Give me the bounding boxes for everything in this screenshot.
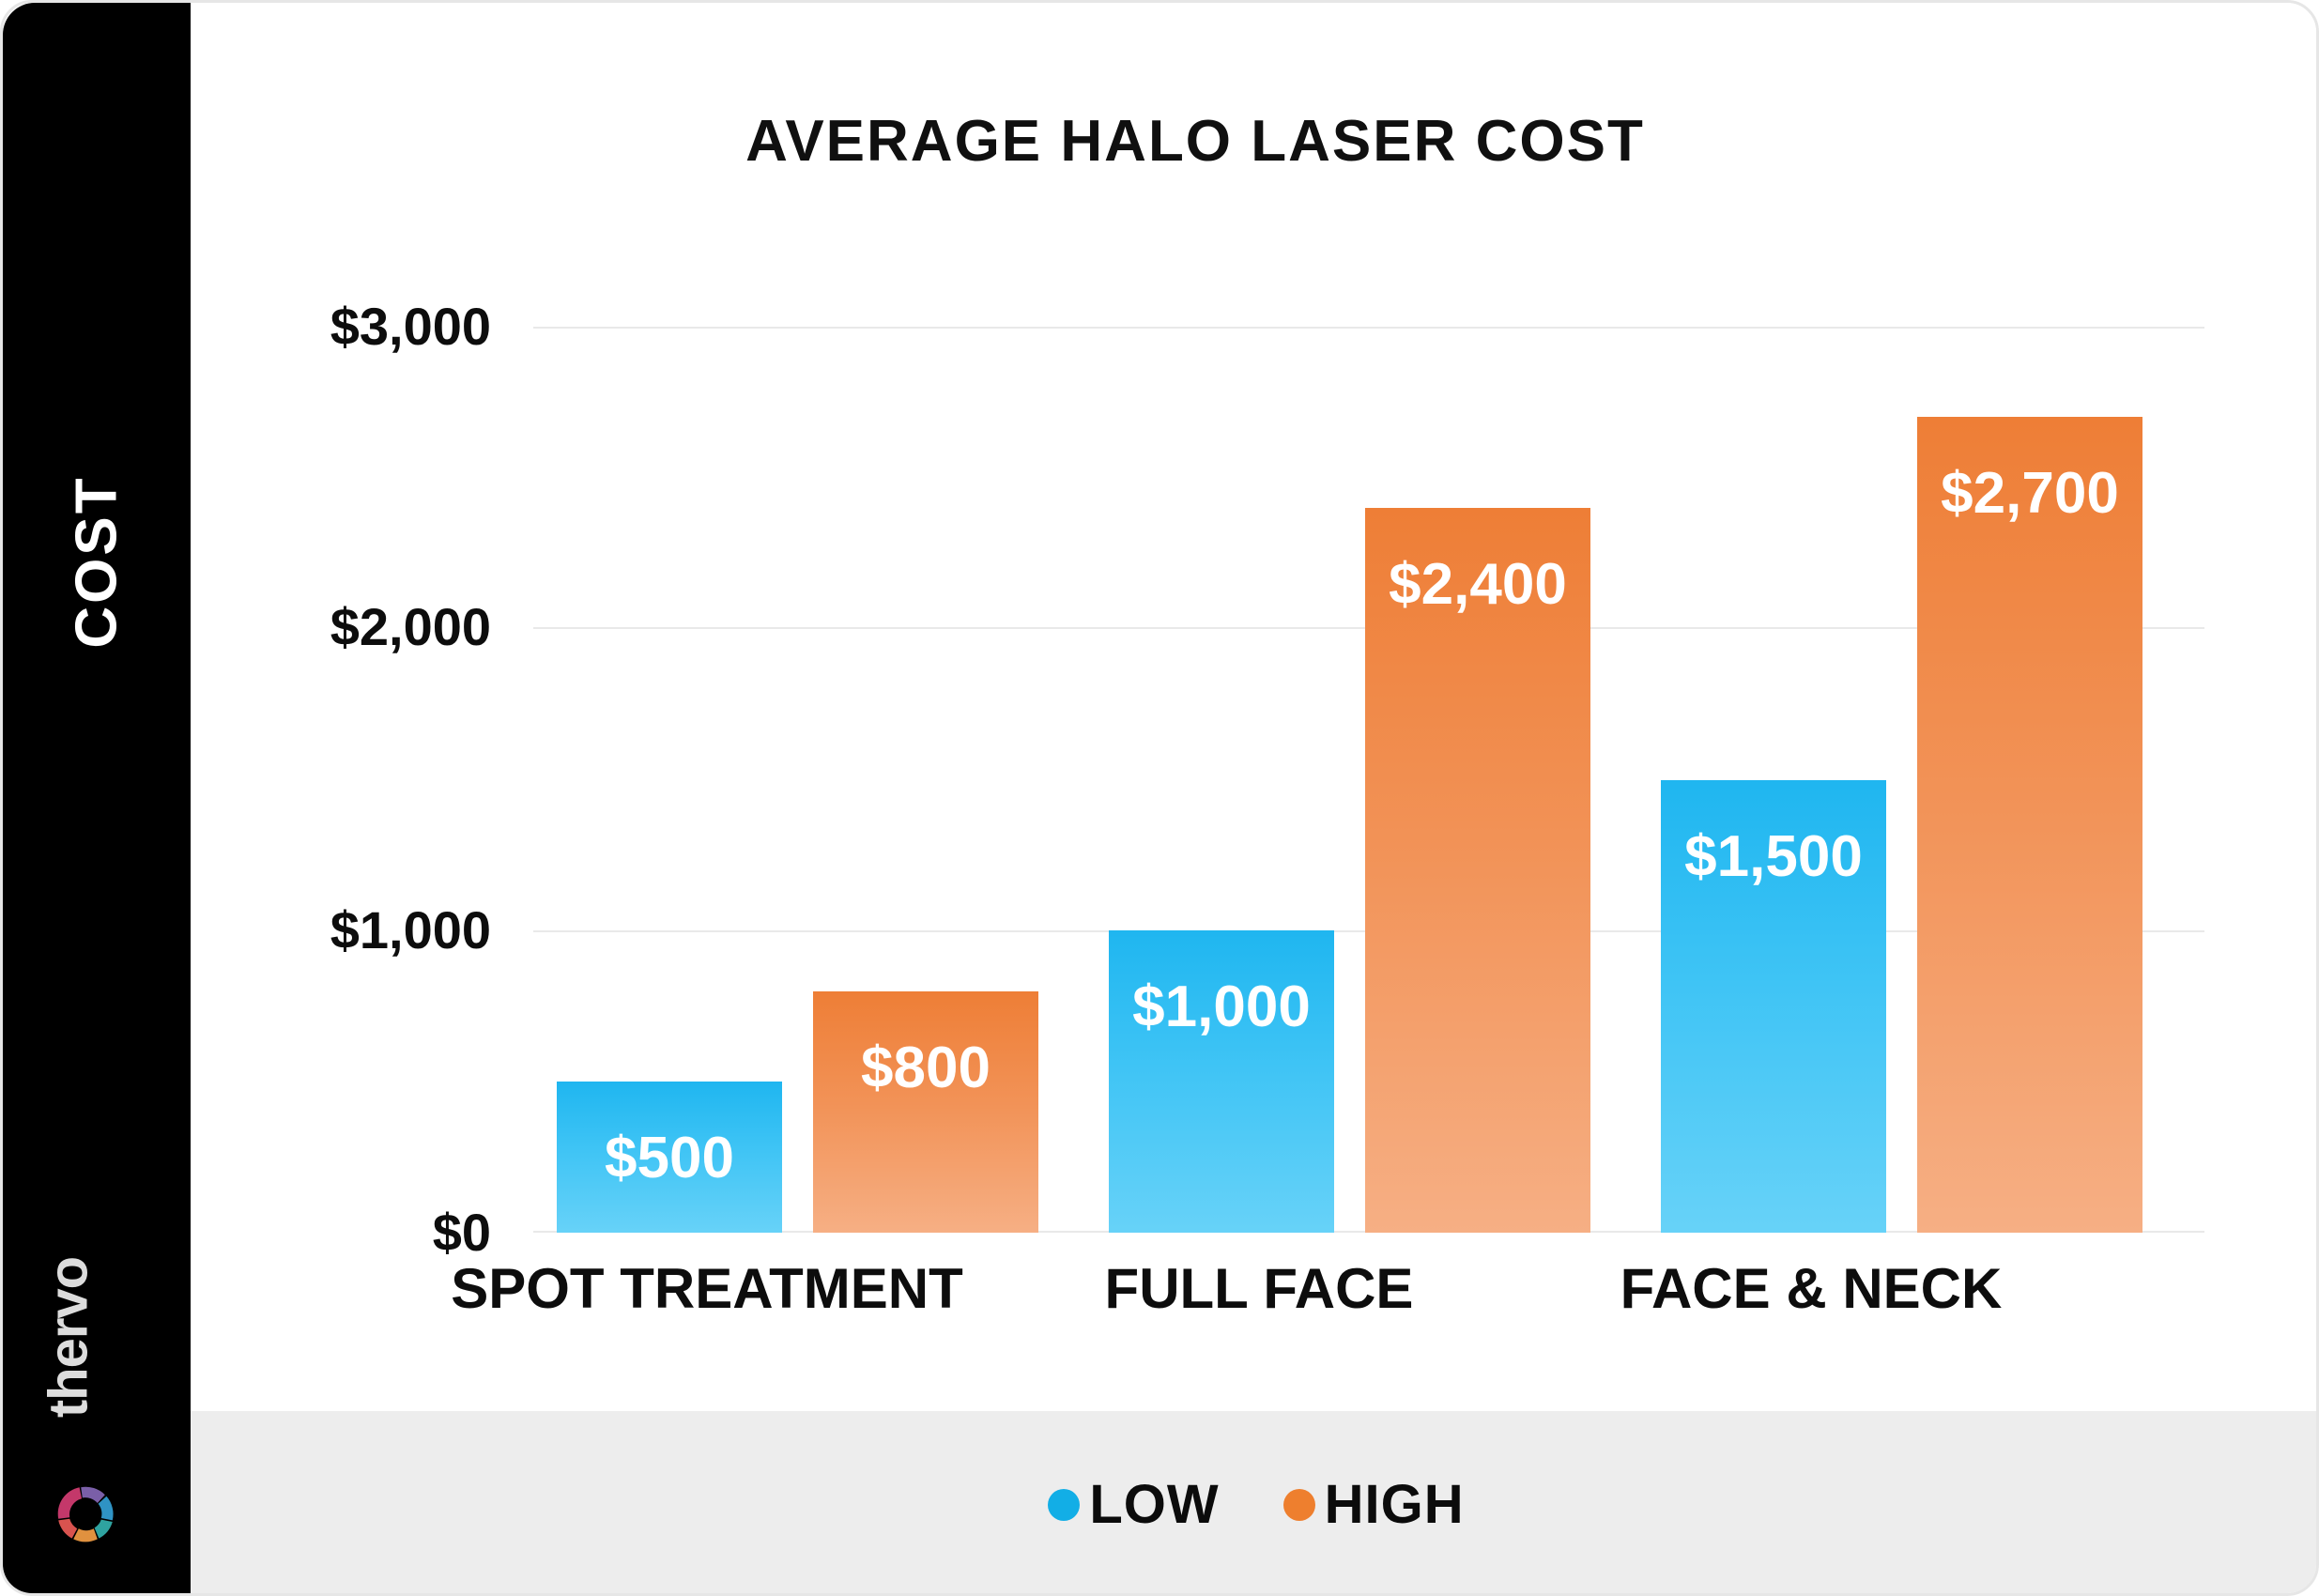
chart-panel: AVERAGE HALO LASER COST $3,000 $2,000 $1… <box>191 3 2316 1411</box>
bar-spot-treatment-high[interactable]: $800 <box>813 991 1038 1233</box>
bar-value-label: $2,400 <box>1389 552 1567 617</box>
bar-full-face-high[interactable]: $2,400 <box>1365 508 1590 1233</box>
plot-area: $500 $800 $1,000 $2,400 $1,500 $2,700 <box>533 327 2204 1233</box>
bar-full-face-low[interactable]: $1,000 <box>1109 930 1334 1233</box>
category-label-spot-treatment: SPOT TREATMENT <box>451 1257 963 1320</box>
legend-dot-icon <box>1048 1489 1081 1521</box>
category-label-face-neck: FACE & NECK <box>1620 1257 2003 1320</box>
bar-value-label: $1,000 <box>1132 974 1311 1039</box>
y-tick-label-1000: $1,000 <box>330 900 491 959</box>
bar-face-neck-high[interactable]: $2,700 <box>1917 417 2142 1233</box>
sidebar: COST thervo <box>3 3 191 1593</box>
legend: LOW HIGH <box>191 1411 2316 1593</box>
aperture-icon <box>48 1477 123 1552</box>
brand-name: thervo <box>38 1256 100 1419</box>
y-tick-label-2000: $2,000 <box>330 597 491 656</box>
y-axis-title: COST <box>64 475 130 649</box>
category-label-full-face: FULL FACE <box>1104 1257 1414 1320</box>
y-tick-label-0: $0 <box>432 1203 491 1262</box>
bar-face-neck-low[interactable]: $1,500 <box>1661 780 1886 1233</box>
bar-value-label: $800 <box>861 1036 991 1100</box>
y-tick-label-3000: $3,000 <box>330 297 491 356</box>
legend-label-low: LOW <box>1089 1474 1220 1535</box>
bar-spot-treatment-low[interactable]: $500 <box>557 1082 782 1233</box>
legend-label-high: HIGH <box>1324 1474 1465 1535</box>
legend-dot-icon <box>1282 1489 1315 1521</box>
brand-block: thervo <box>3 1251 191 1561</box>
bar-value-label: $2,700 <box>1941 461 2119 526</box>
bar-value-label: $500 <box>605 1126 734 1190</box>
legend-item-high[interactable]: HIGH <box>1282 1474 1465 1535</box>
bar-value-label: $1,500 <box>1684 824 1863 889</box>
legend-item-low[interactable]: LOW <box>1048 1478 1219 1532</box>
gridline-3000 <box>533 327 2204 329</box>
page-title: AVERAGE HALO LASER COST <box>745 109 1645 174</box>
